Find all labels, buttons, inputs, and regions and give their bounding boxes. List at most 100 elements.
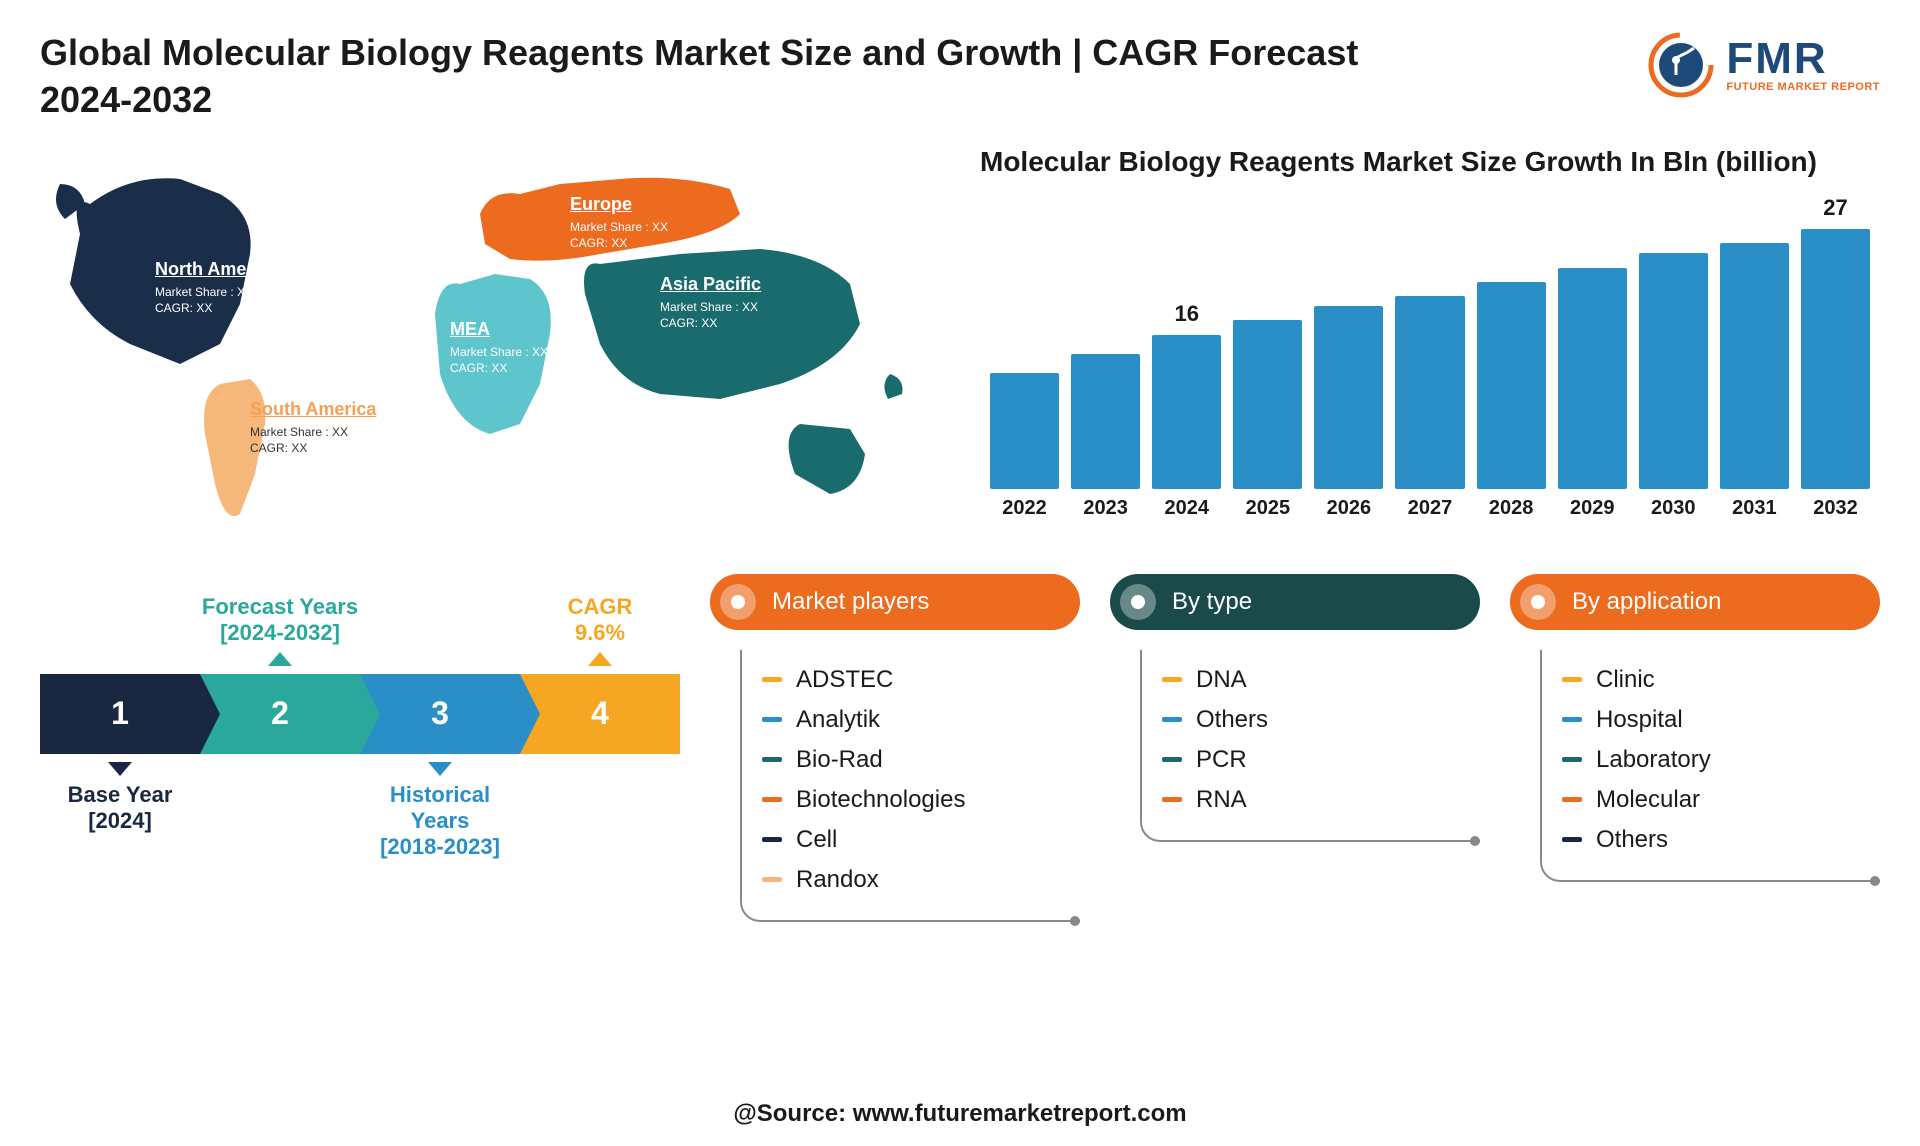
- timeline-bottom-label: Base Year[2024]: [40, 762, 200, 860]
- region-sa-name: South America: [250, 399, 376, 420]
- category-item: DNA: [1162, 660, 1480, 700]
- region-eu-name: Europe: [570, 194, 668, 215]
- category-item: Others: [1562, 820, 1880, 860]
- category-item: Cell: [762, 820, 1080, 860]
- timeline-top-label: CAGR9.6%: [520, 594, 680, 666]
- timeline-bottom-label: [200, 762, 360, 860]
- timeline-top-label: [40, 594, 200, 666]
- bar-group: 16 2024: [1152, 301, 1221, 520]
- bar: [1639, 253, 1708, 489]
- category-item: Hospital: [1562, 700, 1880, 740]
- category-item-label: Cell: [796, 826, 837, 854]
- region-sa-share: Market Share : XX: [250, 424, 376, 441]
- dash-icon: [762, 717, 782, 722]
- region-mea-name: MEA: [450, 319, 548, 340]
- category-item: Analytik: [762, 700, 1080, 740]
- dash-icon: [762, 757, 782, 762]
- dash-icon: [1562, 757, 1582, 762]
- category-item-label: PCR: [1196, 746, 1247, 774]
- bar-group: 2027: [1395, 262, 1464, 520]
- bar: [1071, 354, 1140, 489]
- category-item-label: Laboratory: [1596, 746, 1711, 774]
- category-item-label: DNA: [1196, 666, 1247, 694]
- region-na-share: Market Share : XX: [155, 284, 278, 301]
- bar-year-label: 2032: [1813, 497, 1858, 520]
- timeline-bottom-label: Historical Years[2018-2023]: [360, 762, 520, 860]
- category-item: Others: [1162, 700, 1480, 740]
- dash-icon: [762, 837, 782, 842]
- bar-year-label: 2028: [1489, 497, 1534, 520]
- category-box: By application ClinicHospitalLaboratoryM…: [1510, 574, 1880, 922]
- logo-text-sub: FUTURE MARKET REPORT: [1726, 81, 1880, 93]
- category-box: Market players ADSTEC Analytik Bio-Rad Biot…: [710, 574, 1080, 922]
- category-item: Randox: [762, 860, 1080, 900]
- bar-year-label: 2022: [1002, 497, 1047, 520]
- timeline-segment: 1: [40, 674, 200, 754]
- bar-year-label: 2031: [1732, 497, 1777, 520]
- timeline-segment: 3: [360, 674, 520, 754]
- bar-value-label: 27: [1823, 195, 1847, 221]
- category-box: By type DNA Others PCR RNA: [1110, 574, 1480, 922]
- bar: [1395, 296, 1464, 489]
- bar-group: 2031: [1720, 209, 1789, 520]
- region-ap-name: Asia Pacific: [660, 274, 761, 295]
- dash-icon: [1162, 797, 1182, 802]
- category-item: Laboratory: [1562, 740, 1880, 780]
- timeline-segment: 2: [200, 674, 360, 754]
- category-item-label: Bio-Rad: [796, 746, 883, 774]
- dash-icon: [1162, 757, 1182, 762]
- category-title: By type: [1172, 588, 1252, 616]
- category-title: By application: [1572, 588, 1721, 616]
- bar-year-label: 2027: [1408, 497, 1453, 520]
- category-item: Biotechnologies: [762, 780, 1080, 820]
- dash-icon: [1562, 837, 1582, 842]
- region-na-cagr: CAGR: XX: [155, 300, 278, 317]
- logo-icon: [1646, 30, 1716, 100]
- bullet-icon: [720, 584, 756, 620]
- category-item-label: RNA: [1196, 786, 1247, 814]
- bar-group: 2028: [1477, 248, 1546, 520]
- bullet-icon: [1520, 584, 1556, 620]
- dash-icon: [762, 797, 782, 802]
- category-item: ADSTEC: [762, 660, 1080, 700]
- bar-group: 2025: [1233, 286, 1302, 520]
- timeline: Forecast Years[2024-2032]CAGR9.6% 1234 B…: [40, 574, 680, 860]
- bar-group: 2022: [990, 339, 1059, 520]
- category-item-label: Hospital: [1596, 706, 1683, 734]
- bar: [1233, 320, 1302, 489]
- bar: [1314, 306, 1383, 489]
- dash-icon: [1162, 677, 1182, 682]
- category-title: Market players: [772, 588, 929, 616]
- category-item: PCR: [1162, 740, 1480, 780]
- world-map: North America Market Share : XX CAGR: XX…: [40, 144, 940, 544]
- category-item-label: Others: [1596, 826, 1668, 854]
- timeline-segment: 4: [520, 674, 680, 754]
- bar-year-label: 2025: [1246, 497, 1291, 520]
- region-ap-cagr: CAGR: XX: [660, 315, 761, 332]
- category-header: Market players: [710, 574, 1080, 630]
- bar-year-label: 2026: [1327, 497, 1372, 520]
- category-item-label: Biotechnologies: [796, 786, 965, 814]
- bar-year-label: 2029: [1570, 497, 1615, 520]
- region-mea-cagr: CAGR: XX: [450, 360, 548, 377]
- category-item-label: ADSTEC: [796, 666, 893, 694]
- bar-year-label: 2030: [1651, 497, 1696, 520]
- logo: FMR FUTURE MARKET REPORT: [1646, 30, 1880, 100]
- source-text: @Source: www.futuremarketreport.com: [733, 1100, 1186, 1128]
- dash-icon: [762, 677, 782, 682]
- bar-group: 2026: [1314, 272, 1383, 520]
- bar-year-label: 2024: [1164, 497, 1209, 520]
- dash-icon: [1562, 717, 1582, 722]
- category-item: RNA: [1162, 780, 1480, 820]
- region-na-name: North America: [155, 259, 278, 280]
- category-list: DNA Others PCR RNA: [1140, 650, 1480, 842]
- region-mea-share: Market Share : XX: [450, 344, 548, 361]
- category-list: ADSTEC Analytik Bio-Rad Biotechnologies Cell…: [740, 650, 1080, 922]
- region-eu-share: Market Share : XX: [570, 219, 668, 236]
- category-item: Clinic: [1562, 660, 1880, 700]
- bar: [1720, 243, 1789, 489]
- category-item-label: Clinic: [1596, 666, 1655, 694]
- logo-text-main: FMR: [1726, 37, 1880, 81]
- dash-icon: [762, 877, 782, 882]
- bullet-icon: [1120, 584, 1156, 620]
